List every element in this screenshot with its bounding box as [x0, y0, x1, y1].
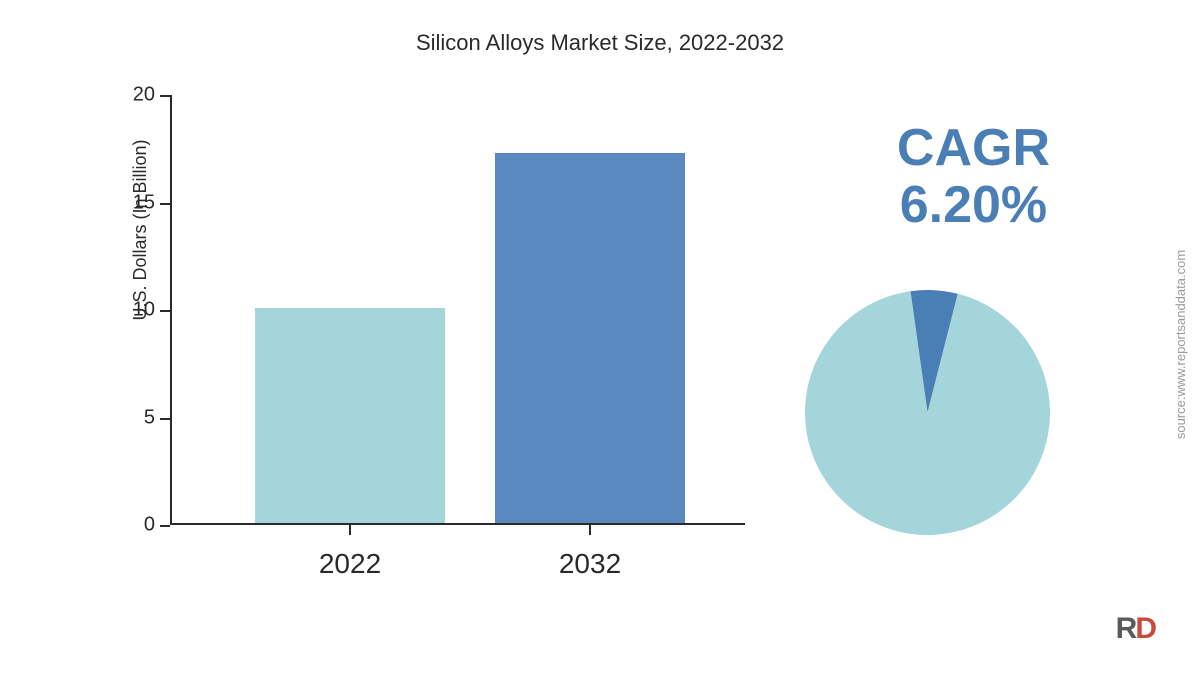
y-tick [160, 525, 170, 527]
y-tick-label: 20 [115, 84, 155, 107]
bar-chart: U.S. Dollars (In Billion) 05101520 20222… [170, 95, 745, 525]
pie-chart [805, 290, 1050, 535]
y-tick [160, 310, 170, 312]
x-tick [589, 525, 591, 535]
chart-container: Silicon Alloys Market Size, 2022-2032 U.… [0, 0, 1200, 674]
y-axis-label: U.S. Dollars (In Billion) [130, 139, 151, 320]
y-tick [160, 203, 170, 205]
x-tick-label: 2032 [559, 548, 621, 580]
y-tick-label: 10 [115, 299, 155, 322]
logo-letter-r: R [1116, 612, 1136, 645]
x-tick [349, 525, 351, 535]
pie-svg [805, 290, 1050, 535]
x-tick-label: 2022 [319, 548, 381, 580]
bar [495, 153, 685, 523]
y-tick [160, 418, 170, 420]
cagr-label: CAGR [897, 120, 1050, 177]
y-tick [160, 95, 170, 97]
bar [255, 308, 445, 523]
logo-letter-d: D [1135, 612, 1155, 645]
source-attribution: source:www.reportsanddata.com [1173, 250, 1188, 439]
brand-logo: RD [1116, 612, 1155, 646]
y-tick-label: 5 [115, 406, 155, 429]
x-axis-line [170, 523, 745, 525]
cagr-callout: CAGR 6.20% [897, 120, 1050, 234]
y-tick-label: 0 [115, 514, 155, 537]
chart-title: Silicon Alloys Market Size, 2022-2032 [0, 30, 1200, 56]
y-axis-line [170, 95, 172, 525]
y-tick-label: 15 [115, 191, 155, 214]
cagr-value: 6.20% [897, 177, 1050, 234]
